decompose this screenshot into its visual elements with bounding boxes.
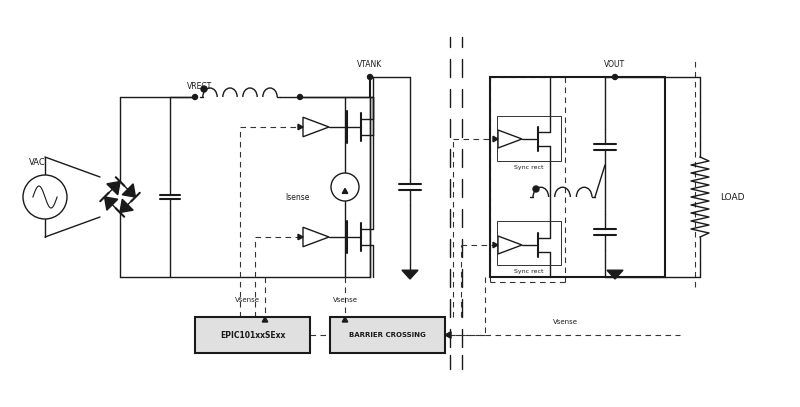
Circle shape — [201, 86, 207, 92]
Polygon shape — [303, 117, 329, 137]
Circle shape — [613, 74, 618, 79]
Polygon shape — [498, 130, 522, 148]
Text: Vsense: Vsense — [235, 297, 260, 303]
Circle shape — [331, 173, 359, 201]
Bar — [497, 116, 561, 161]
Circle shape — [23, 175, 67, 219]
Text: VTANK: VTANK — [358, 60, 382, 69]
Text: Vsense: Vsense — [333, 297, 358, 303]
Circle shape — [533, 186, 539, 192]
Text: LOAD: LOAD — [720, 193, 745, 201]
Bar — [330, 317, 445, 353]
Text: VAC: VAC — [29, 158, 46, 167]
Text: VRECT: VRECT — [187, 82, 212, 91]
Circle shape — [193, 94, 198, 99]
Circle shape — [298, 94, 302, 99]
Polygon shape — [493, 136, 498, 142]
Polygon shape — [445, 332, 451, 338]
Polygon shape — [298, 124, 303, 130]
Circle shape — [367, 74, 373, 79]
Bar — [490, 77, 665, 277]
Polygon shape — [342, 317, 348, 322]
Polygon shape — [262, 317, 268, 322]
Polygon shape — [498, 236, 522, 254]
Polygon shape — [105, 197, 118, 210]
Polygon shape — [342, 188, 348, 193]
Text: Vsense: Vsense — [553, 319, 578, 325]
Polygon shape — [402, 270, 418, 279]
Bar — [195, 317, 310, 353]
Polygon shape — [298, 234, 303, 240]
Text: Isense: Isense — [285, 193, 310, 201]
Polygon shape — [493, 242, 498, 248]
Bar — [497, 221, 561, 265]
Text: BARRIER CROSSING: BARRIER CROSSING — [349, 332, 426, 338]
Polygon shape — [120, 199, 133, 212]
Polygon shape — [107, 182, 120, 195]
Text: Sync rect: Sync rect — [514, 269, 544, 274]
Text: VOUT: VOUT — [605, 60, 626, 69]
Text: Sync rect: Sync rect — [514, 165, 544, 170]
Polygon shape — [122, 184, 135, 197]
Text: EPIC101xxSExx: EPIC101xxSExx — [220, 330, 285, 339]
Polygon shape — [303, 227, 329, 247]
Polygon shape — [607, 270, 623, 279]
